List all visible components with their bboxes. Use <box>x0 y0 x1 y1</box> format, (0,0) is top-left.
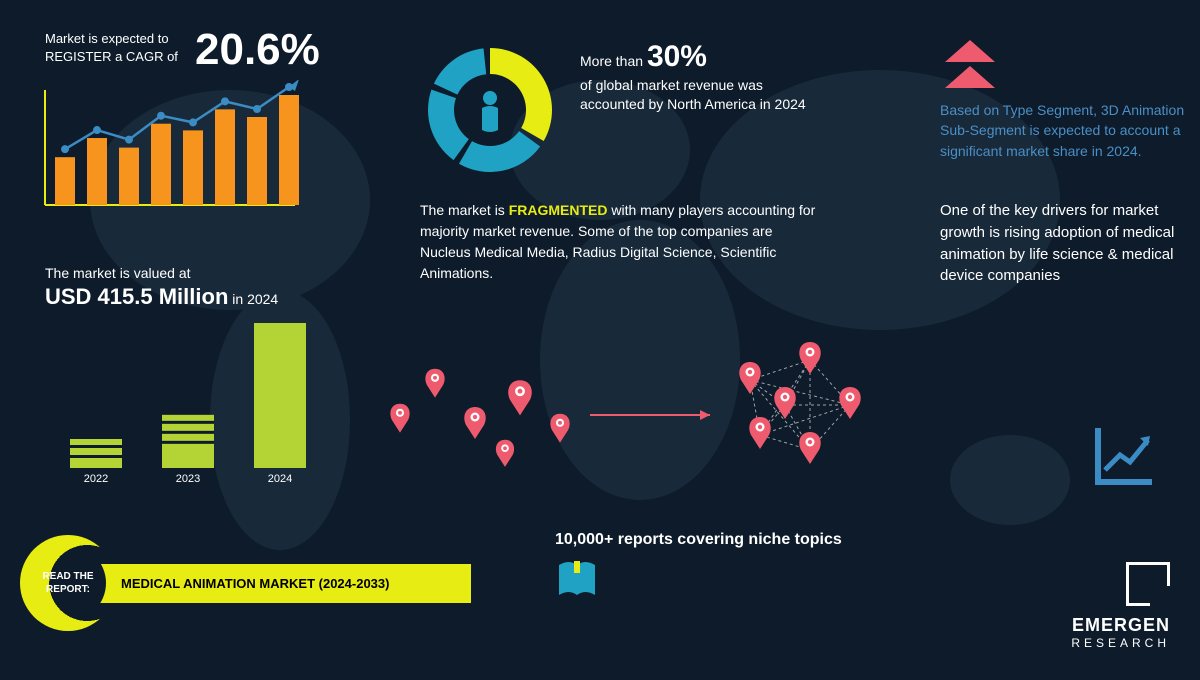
fragmented-text: The market is FRAGMENTED with many playe… <box>420 200 820 284</box>
report-title-bar: MEDICAL ANIMATION MARKET (2024-2033) <box>71 564 471 603</box>
donut-pct: 30% <box>647 40 707 73</box>
driver-text: One of the key drivers for market growth… <box>940 200 1200 287</box>
valued-year: 2024 <box>247 291 278 307</box>
valuation-bar-chart: 2022 2023 2024 <box>55 320 335 485</box>
svg-text:2022: 2022 <box>84 473 108 485</box>
read-report-circle: READ THE REPORT: <box>30 545 106 621</box>
report-cta[interactable]: READ THE REPORT: MEDICAL ANIMATION MARKE… <box>30 545 471 621</box>
segment-text: Based on Type Segment, 3D Animation Sub-… <box>940 100 1190 161</box>
cagr-bar-chart <box>40 80 300 210</box>
logo-top: EMERGEN <box>1071 615 1170 636</box>
donut-chart <box>410 30 570 190</box>
logo-bottom: RESEARCH <box>1071 636 1170 650</box>
valued-l1: The market is valued at <box>45 265 345 281</box>
valued-block: The market is valued at USD 415.5 Millio… <box>45 265 345 310</box>
up-arrows-icon <box>940 40 1000 95</box>
cagr-prefix: Market is expected to <box>45 31 169 46</box>
valued-amount: USD 415.5 Million <box>45 284 228 309</box>
cagr-value: 20.6% <box>195 25 320 75</box>
donut-rest: of global market revenue was accounted b… <box>580 76 820 114</box>
donut-text: More than 30% of global market revenue w… <box>580 40 820 114</box>
svg-text:2023: 2023 <box>176 473 200 485</box>
book-icon <box>555 559 599 599</box>
frag-hl: FRAGMENTED <box>509 202 608 218</box>
donut-more: More than <box>580 53 643 69</box>
cagr-line2: REGISTER a CAGR of <box>45 49 178 64</box>
valued-suffix: in <box>228 291 243 307</box>
logo-square-icon <box>1126 562 1170 606</box>
reports-10k-text: 10,000+ reports covering niche topics <box>555 530 855 551</box>
cagr-block: Market is expected toREGISTER a CAGR of … <box>45 30 345 66</box>
reports-10k-block: 10,000+ reports covering niche topics <box>555 530 855 604</box>
emergen-logo: EMERGEN RESEARCH <box>1071 562 1170 650</box>
frag-pre: The market is <box>420 202 509 218</box>
growth-chart-icon <box>1090 420 1160 490</box>
read-report-label: READ THE REPORT: <box>30 570 106 596</box>
map-pins-network <box>380 330 880 490</box>
svg-text:2024: 2024 <box>268 473 292 485</box>
